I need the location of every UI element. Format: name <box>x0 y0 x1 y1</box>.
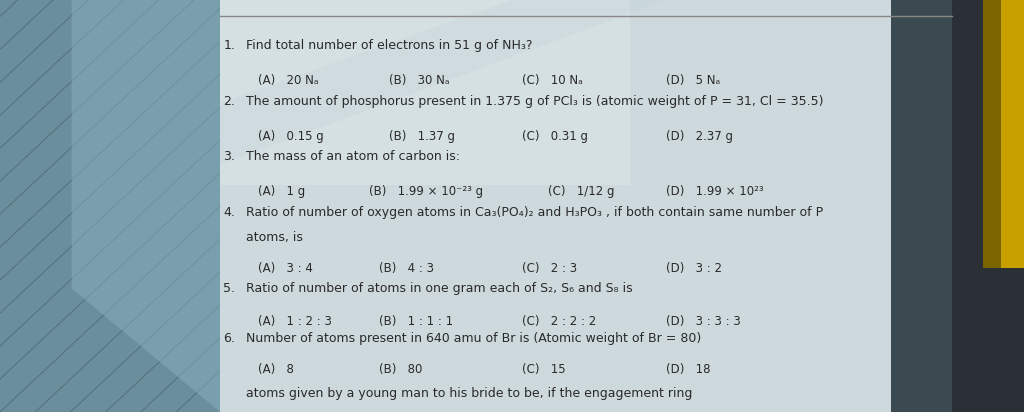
Text: (B)   4 : 3: (B) 4 : 3 <box>379 262 434 275</box>
Text: 5.: 5. <box>223 282 236 295</box>
Text: (A)   1 g: (A) 1 g <box>258 185 305 199</box>
Text: (C)   0.31 g: (C) 0.31 g <box>522 130 588 143</box>
Text: (A)   1 : 2 : 3: (A) 1 : 2 : 3 <box>258 315 332 328</box>
Text: (C)   15: (C) 15 <box>522 363 566 376</box>
Text: The amount of phosphorus present in 1.375 g of PCl₃ is (atomic weight of P = 31,: The amount of phosphorus present in 1.37… <box>246 95 823 108</box>
Text: (B)   80: (B) 80 <box>379 363 422 376</box>
Text: The mass of an atom of carbon is:: The mass of an atom of carbon is: <box>246 150 460 164</box>
Text: (C)   2 : 2 : 2: (C) 2 : 2 : 2 <box>522 315 597 328</box>
Text: Ratio of number of atoms in one gram each of S₂, S₆ and S₈ is: Ratio of number of atoms in one gram eac… <box>246 282 633 295</box>
Text: 3.: 3. <box>223 150 236 164</box>
Text: (D)   18: (D) 18 <box>666 363 710 376</box>
Text: Find total number of electrons in 51 g of NH₃?: Find total number of electrons in 51 g o… <box>246 39 532 52</box>
Text: (A)   3 : 4: (A) 3 : 4 <box>258 262 313 275</box>
Text: (B)   30 Nₐ: (B) 30 Nₐ <box>389 74 450 87</box>
Text: (D)   2.37 g: (D) 2.37 g <box>666 130 732 143</box>
Bar <box>220 0 952 412</box>
Text: atoms, is: atoms, is <box>246 231 303 244</box>
Text: (A)   0.15 g: (A) 0.15 g <box>258 130 324 143</box>
Bar <box>983 0 1006 268</box>
Text: 2.: 2. <box>223 95 236 108</box>
Bar <box>891 0 952 412</box>
Text: (B)   1.99 × 10⁻²³ g: (B) 1.99 × 10⁻²³ g <box>369 185 482 199</box>
Text: (D)   5 Nₐ: (D) 5 Nₐ <box>666 74 720 87</box>
Text: 4.: 4. <box>223 206 236 219</box>
Text: Number of atoms present in 640 amu of Br is (Atomic weight of Br = 80): Number of atoms present in 640 amu of Br… <box>246 332 701 345</box>
Bar <box>0 0 220 412</box>
Polygon shape <box>72 0 220 412</box>
Text: (C)   2 : 3: (C) 2 : 3 <box>522 262 578 275</box>
Text: (A)   8: (A) 8 <box>258 363 294 376</box>
Text: (C)   1/12 g: (C) 1/12 g <box>548 185 614 199</box>
Text: 6.: 6. <box>223 332 236 345</box>
Text: (D)   1.99 × 10²³: (D) 1.99 × 10²³ <box>666 185 763 199</box>
Text: (C)   10 Nₐ: (C) 10 Nₐ <box>522 74 583 87</box>
Text: Ratio of number of oxygen atoms in Ca₃(PO₄)₂ and H₃PO₃ , if both contain same nu: Ratio of number of oxygen atoms in Ca₃(P… <box>246 206 823 219</box>
PathPatch shape <box>220 0 666 165</box>
Text: (D)   3 : 2: (D) 3 : 2 <box>666 262 722 275</box>
Bar <box>220 0 630 185</box>
Text: (A)   20 Nₐ: (A) 20 Nₐ <box>258 74 318 87</box>
Text: atoms given by a young man to his bride to be, if the engagement ring: atoms given by a young man to his bride … <box>246 387 692 400</box>
Text: (B)   1.37 g: (B) 1.37 g <box>389 130 455 143</box>
Bar <box>1001 0 1024 268</box>
Text: (B)   1 : 1 : 1: (B) 1 : 1 : 1 <box>379 315 453 328</box>
Text: 1.: 1. <box>223 39 236 52</box>
Bar <box>952 0 1024 412</box>
Text: (D)   3 : 3 : 3: (D) 3 : 3 : 3 <box>666 315 740 328</box>
